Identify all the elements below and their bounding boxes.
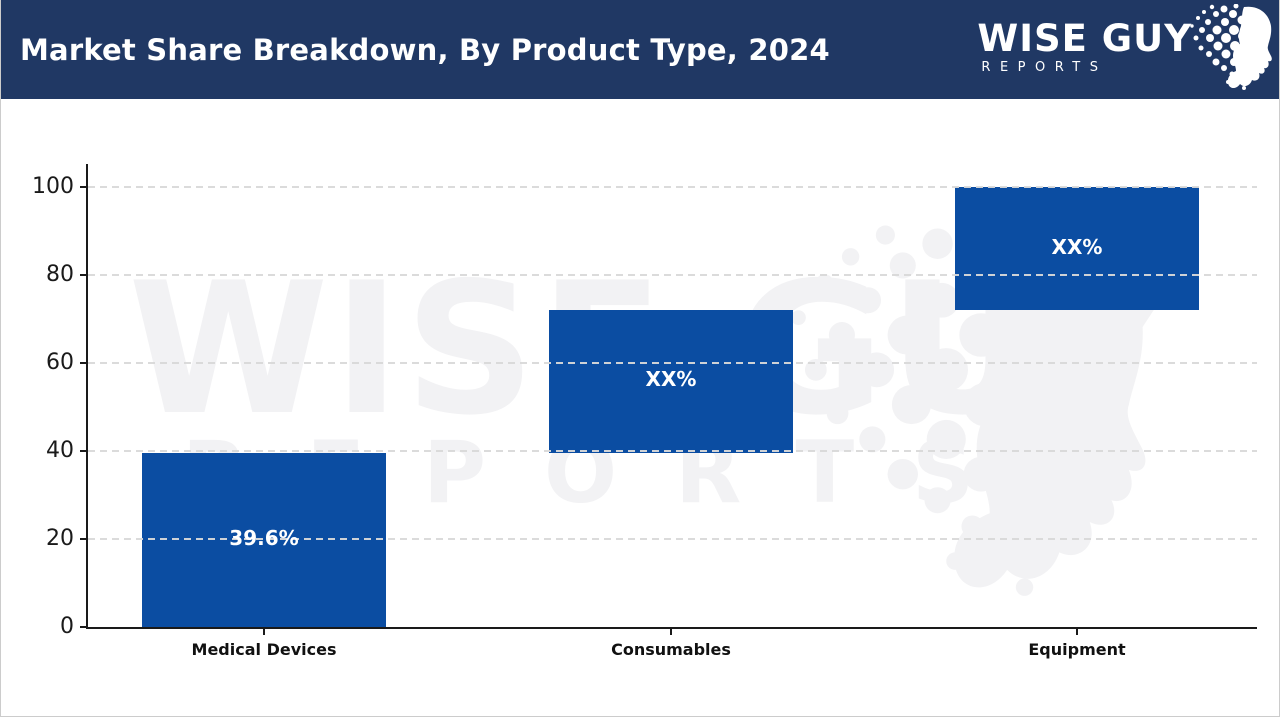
y-axis-tick-label: 0	[60, 614, 74, 639]
y-axis-tick	[80, 186, 88, 188]
grid-line	[88, 362, 1257, 364]
brand-logo: WISE GUY REPORTS	[977, 20, 1192, 75]
grid-line	[88, 186, 1257, 188]
brand-logo-subtitle: REPORTS	[981, 60, 1108, 75]
grid-line	[88, 450, 1257, 452]
x-axis-tick	[263, 627, 265, 635]
watermark-head-icon	[791, 222, 1146, 596]
y-axis-tick-label: 60	[46, 350, 74, 375]
y-axis-tick-label: 80	[46, 262, 74, 287]
bar-value-label: XX%	[1051, 234, 1103, 259]
y-axis-tick-label: 20	[46, 526, 74, 551]
x-category-label: Medical Devices	[191, 640, 337, 659]
grid-line	[88, 274, 1257, 276]
x-axis-tick	[1076, 627, 1078, 635]
x-axis-line	[86, 627, 1257, 629]
grid-line	[88, 538, 1257, 540]
bar-value-label: 39.6%	[229, 525, 299, 550]
bar-segment	[955, 187, 1199, 311]
y-axis-tick	[80, 626, 88, 628]
y-axis-tick	[80, 274, 88, 276]
y-axis-tick	[80, 362, 88, 364]
page-title: Market Share Breakdown, By Product Type,…	[20, 32, 830, 67]
brand-logo-wordmark: WISE GUY	[977, 17, 1192, 60]
bar-value-label: XX%	[645, 367, 697, 392]
y-axis-tick-label: 40	[46, 438, 74, 463]
x-category-label: Equipment	[1028, 640, 1126, 659]
y-axis-tick	[80, 538, 88, 540]
dotted-head-logo-icon	[1190, 4, 1272, 90]
bar-segment	[549, 310, 793, 453]
y-axis-line	[86, 164, 88, 629]
y-axis-tick-label: 100	[32, 174, 74, 199]
y-axis-tick	[80, 450, 88, 452]
x-category-label: Consumables	[611, 640, 731, 659]
header-bar: Market Share Breakdown, By Product Type,…	[0, 0, 1280, 99]
x-axis-tick	[670, 627, 672, 635]
